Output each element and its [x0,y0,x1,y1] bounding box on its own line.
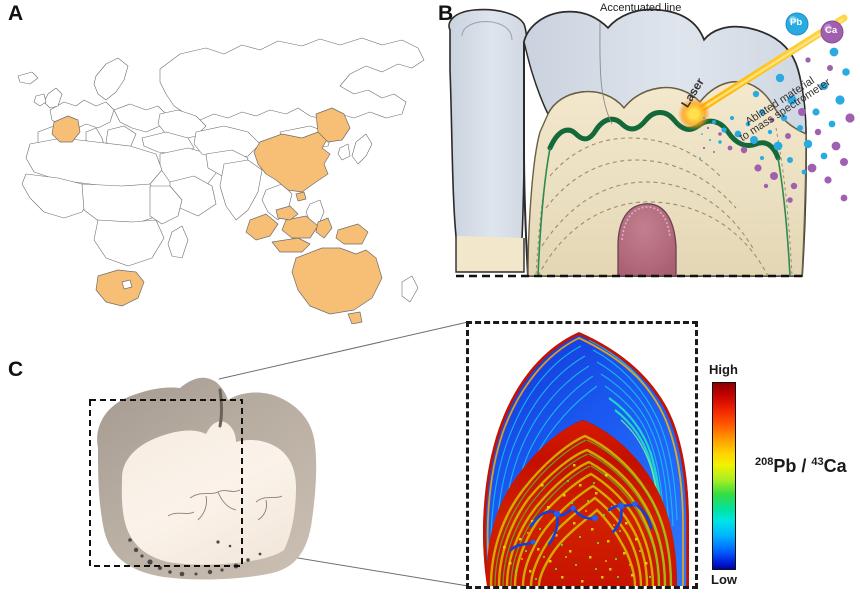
country-ireland [33,93,47,107]
elemental-map-svg [469,324,695,586]
colorbar-title-sup-208: 208 [755,456,774,468]
country-japan [351,133,373,165]
highlight-tasmania [347,311,363,325]
africa-east [149,185,183,225]
elemental-map-image [469,324,695,586]
roi-dashed-box [89,399,243,567]
highlight-france [51,115,81,143]
india [219,159,263,221]
photo-dentine-region [121,421,296,565]
pulp-chamber [617,203,677,277]
heat-enamel-rim-inner [486,337,684,586]
highlight-hainan [295,191,307,202]
fine-ablation-dots [699,117,715,159]
highlight-malaysia [275,205,299,221]
laser-beam-core [696,18,844,113]
photo-cracks [167,489,283,521]
highlight-china-ne [315,107,351,143]
highlight-papua-new-guinea [335,223,369,245]
heat-enamel-increment-lines [490,339,684,583]
adjacent-tooth-root [455,236,525,273]
ca-badge-text: Ca [825,25,838,36]
accentuated-line-left-ext [537,147,551,277]
growth-line-4 [537,201,769,277]
highlight-indonesia-sumatra [245,213,279,241]
growth-line-2 [545,159,737,209]
africa-central [81,183,161,227]
lateral-line-left [535,139,553,277]
world-map-svg [17,37,425,325]
highlight-indonesia-java [271,237,311,253]
laser-spot-core [689,109,699,119]
korea [337,143,351,161]
accentuated-line-leader [599,21,613,125]
highlight-indonesia-sulawesi [315,217,333,239]
photo-bottom-specks [128,538,262,577]
photo-occlusal-groove [218,388,223,428]
adjacent-tooth-highlight [461,21,513,41]
growth-line-3 [541,181,755,251]
dentine-growth-lines [537,137,769,277]
colorbar-high-label: High [709,362,738,377]
adjacent-tooth [448,8,529,259]
central-asia [193,125,261,161]
world-map [10,14,430,325]
elemental-map [466,321,698,589]
heat-left-edge-shadow [479,423,498,586]
tooth-section-photo [70,360,340,590]
country-iceland [17,71,39,85]
highlight-indonesia-borneo [281,215,319,239]
colorbar-gradient [712,382,736,570]
colorbar-title-pb: Pb [773,456,797,476]
pulp-highlight [621,206,671,241]
panel-a-letter: A [8,2,24,25]
heat-dentine-speckle [503,464,651,583]
tooth-section-photo-svg [89,377,317,580]
country-newzealand [401,275,419,303]
panel-b-letter: B [438,2,454,25]
country-russia [159,37,425,121]
colorbar-group: High Low 208Pb / 43Ca [705,358,855,590]
pb-legend-badge [785,12,809,36]
colorbar-title-separator: / [796,456,812,476]
africa-south-upper [93,219,165,267]
pb-badge-text: Pb [790,17,803,28]
tooth-schematic-svg [448,8,855,278]
growth-line-1 [549,137,721,177]
country-scandinavia [93,57,129,101]
ca-particles [718,57,855,203]
highlight-lesotho [121,279,133,290]
highlight-china [253,131,331,193]
country-madagascar [167,225,189,259]
accentuated-line-path [547,110,781,161]
tooth-schematic: Accentuated line Laser Ablated material … [432,0,860,320]
ca-legend-badge [820,20,844,44]
highlight-australia [291,247,383,315]
colorbar-low-label: Low [711,572,737,587]
panel-c-letter: C [8,358,24,381]
connector-top [218,321,469,380]
colorbar-title: 208Pb / 43Ca [755,456,847,477]
accentuated-line-right-ext [777,157,791,277]
highlight-south-africa [95,269,145,307]
accentuated-line-label: Accentuated line [600,2,682,14]
heat-crack-nodes [530,501,638,545]
colorbar-title-ca: Ca [823,456,847,476]
colorbar-title-sup-43: 43 [811,456,824,468]
ablated-particle-plume [699,47,855,203]
pb-particles [712,47,850,175]
africa-west [21,173,91,219]
